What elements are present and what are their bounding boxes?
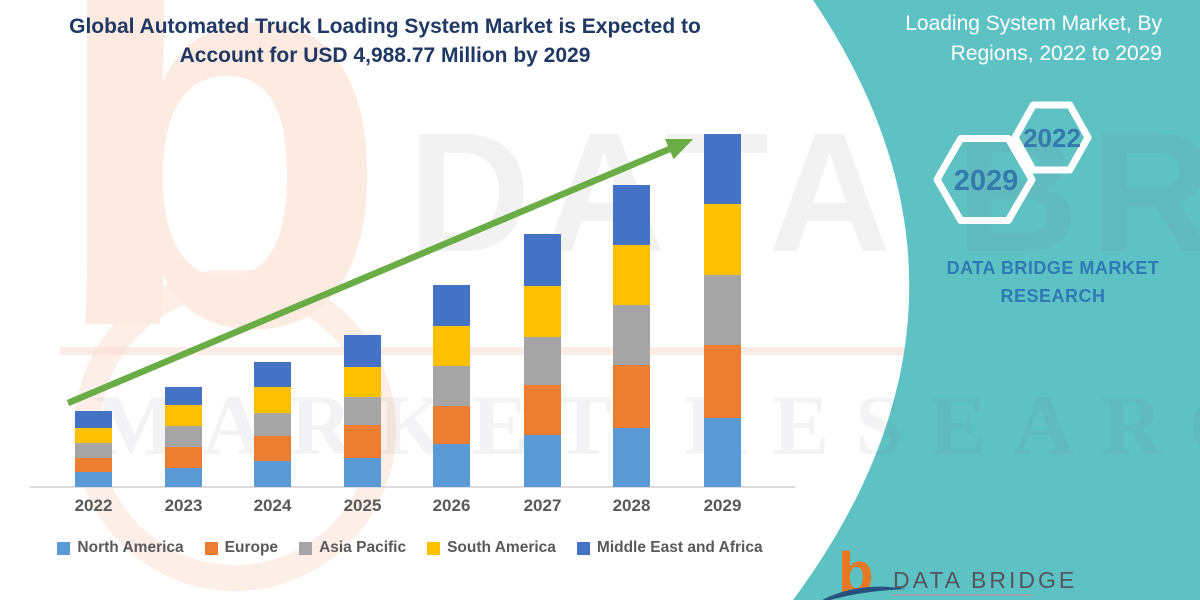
bar-segment-2025-asia-pacific (344, 396, 381, 425)
bar-segment-2028-south-america (613, 245, 650, 306)
bar-segment-2026-europe (433, 405, 470, 444)
hexagon-2022-label: 2022 (1023, 123, 1081, 153)
chart-legend: North America Europe Asia Pacific South Ame… (20, 539, 800, 557)
stacked-bar-2023 (165, 386, 202, 487)
bar-segment-2027-asia-pacific (524, 336, 561, 385)
brand-text-line2: RESEARCH (1000, 286, 1106, 306)
bar-segment-2022-south-america (75, 427, 112, 443)
bar-segment-2028-asia-pacific (613, 305, 650, 365)
bar-segment-2025-middle-east-and-africa (344, 334, 381, 367)
bar-segment-2029-north-america (704, 417, 741, 487)
footer-logo: b DATA BRIDGE MARKET RESEARCH (820, 545, 1200, 600)
bar-segment-2024-north-america (254, 460, 291, 487)
hexagon-2029-outline (933, 135, 1036, 224)
watermark-stripe (60, 347, 910, 355)
bar-segment-2023-north-america (165, 467, 202, 487)
legend-item-europe: Europe (204, 539, 279, 557)
bar-segment-2026-middle-east-and-africa (433, 285, 470, 326)
bar-segment-2027-north-america (524, 434, 561, 487)
logo-tagline: MARKET RESEARCH (894, 598, 1054, 600)
bar-segment-2029-europe (704, 344, 741, 418)
logo-name: DATA BRIDGE (893, 567, 1078, 593)
legend-swatch-icon (576, 541, 590, 555)
bar-segment-2023-south-america (165, 404, 202, 426)
x-axis-label-2025: 2025 (343, 496, 382, 515)
page-title-line2: Account for USD 4,988.77 Million by 2029 (179, 44, 591, 67)
legend-swatch-icon (427, 541, 441, 555)
bar-segment-2022-asia-pacific (75, 442, 112, 458)
logo-underline (893, 594, 1031, 596)
legend-label: Middle East and Africa (596, 539, 763, 556)
legend-item-middle-east-and-africa: Middle East and Africa (576, 539, 763, 557)
x-axis-label-2024: 2024 (253, 496, 292, 515)
bar-segment-2022-middle-east-and-africa (75, 410, 112, 428)
bar-segment-2024-middle-east-and-africa (254, 361, 291, 387)
bar-segment-2028-europe (613, 364, 650, 428)
stacked-bar-2022 (75, 410, 112, 487)
legend-swatch-icon (204, 541, 218, 555)
side-panel-heading-line1: Loading System Market, By (905, 12, 1162, 35)
page-title: Global Automated Truck Loading System Ma… (20, 12, 750, 70)
bar-segment-2027-middle-east-and-africa (524, 234, 561, 287)
stacked-bar-2026 (433, 285, 470, 487)
bar-segment-2028-middle-east-and-africa (613, 185, 650, 246)
x-axis-label-2027: 2027 (523, 496, 562, 515)
bar-segment-2024-asia-pacific (254, 412, 291, 436)
legend-label: South America (447, 539, 556, 556)
x-axis-label-2022: 2022 (74, 496, 113, 515)
bar-segment-2023-europe (165, 446, 202, 468)
stacked-bar-2028 (613, 185, 650, 487)
brand-text-line1: DATA BRIDGE MARKET (946, 258, 1160, 278)
stacked-bar-2024 (254, 361, 291, 487)
bar-segment-2026-north-america (433, 443, 470, 487)
bar-segment-2025-europe (344, 424, 381, 458)
bar-segment-2025-north-america (344, 457, 381, 487)
x-axis-label-2028: 2028 (612, 496, 651, 515)
x-axis-label-2023: 2023 (164, 496, 203, 515)
logo-swoosh (822, 586, 906, 600)
legend-label: Asia Pacific (319, 539, 407, 556)
bar-segment-2023-middle-east-and-africa (165, 386, 202, 405)
bar-segment-2022-north-america (75, 471, 112, 487)
x-axis-line (30, 486, 795, 488)
x-axis-label-2026: 2026 (432, 496, 471, 515)
legend-item-north-america: North America (57, 539, 184, 557)
bar-segment-2026-south-america (433, 325, 470, 366)
hexagon-2022-outline (1011, 101, 1092, 174)
legend-item-south-america: South America (427, 539, 556, 557)
side-panel-heading: Loading System Market, By Regions, 2022 … (742, 9, 1162, 69)
stacked-bar-2029 (704, 133, 741, 487)
brand-text: DATA BRIDGE MARKET RESEARCH (915, 254, 1191, 310)
bar-segment-2026-asia-pacific (433, 365, 470, 406)
page-title-line1: Global Automated Truck Loading System Ma… (69, 15, 701, 38)
bar-segment-2024-europe (254, 435, 291, 461)
bar-segment-2028-north-america (613, 427, 650, 487)
x-axis-label-2029: 2029 (703, 496, 742, 515)
bar-segment-2029-asia-pacific (704, 275, 741, 345)
stacked-bar-2025 (344, 334, 381, 487)
bar-segment-2027-europe (524, 384, 561, 435)
legend-item-asia-pacific: Asia Pacific (299, 539, 406, 557)
bar-segment-2024-south-america (254, 386, 291, 413)
hexagon-2029-label: 2029 (954, 165, 1019, 197)
bar-segment-2029-south-america (704, 204, 741, 276)
legend-label: Europe (224, 539, 279, 556)
bar-segment-2027-south-america (524, 286, 561, 337)
bar-segment-2022-europe (75, 457, 112, 472)
bar-segment-2025-south-america (344, 366, 381, 397)
legend-swatch-icon (299, 541, 313, 555)
stacked-bar-2027 (524, 234, 561, 487)
bar-segment-2023-asia-pacific (165, 425, 202, 447)
side-panel-heading-line2: Regions, 2022 to 2029 (950, 42, 1162, 65)
bar-segment-2029-middle-east-and-africa (704, 133, 741, 205)
legend-label: North America (77, 539, 184, 556)
legend-swatch-icon (57, 541, 71, 555)
